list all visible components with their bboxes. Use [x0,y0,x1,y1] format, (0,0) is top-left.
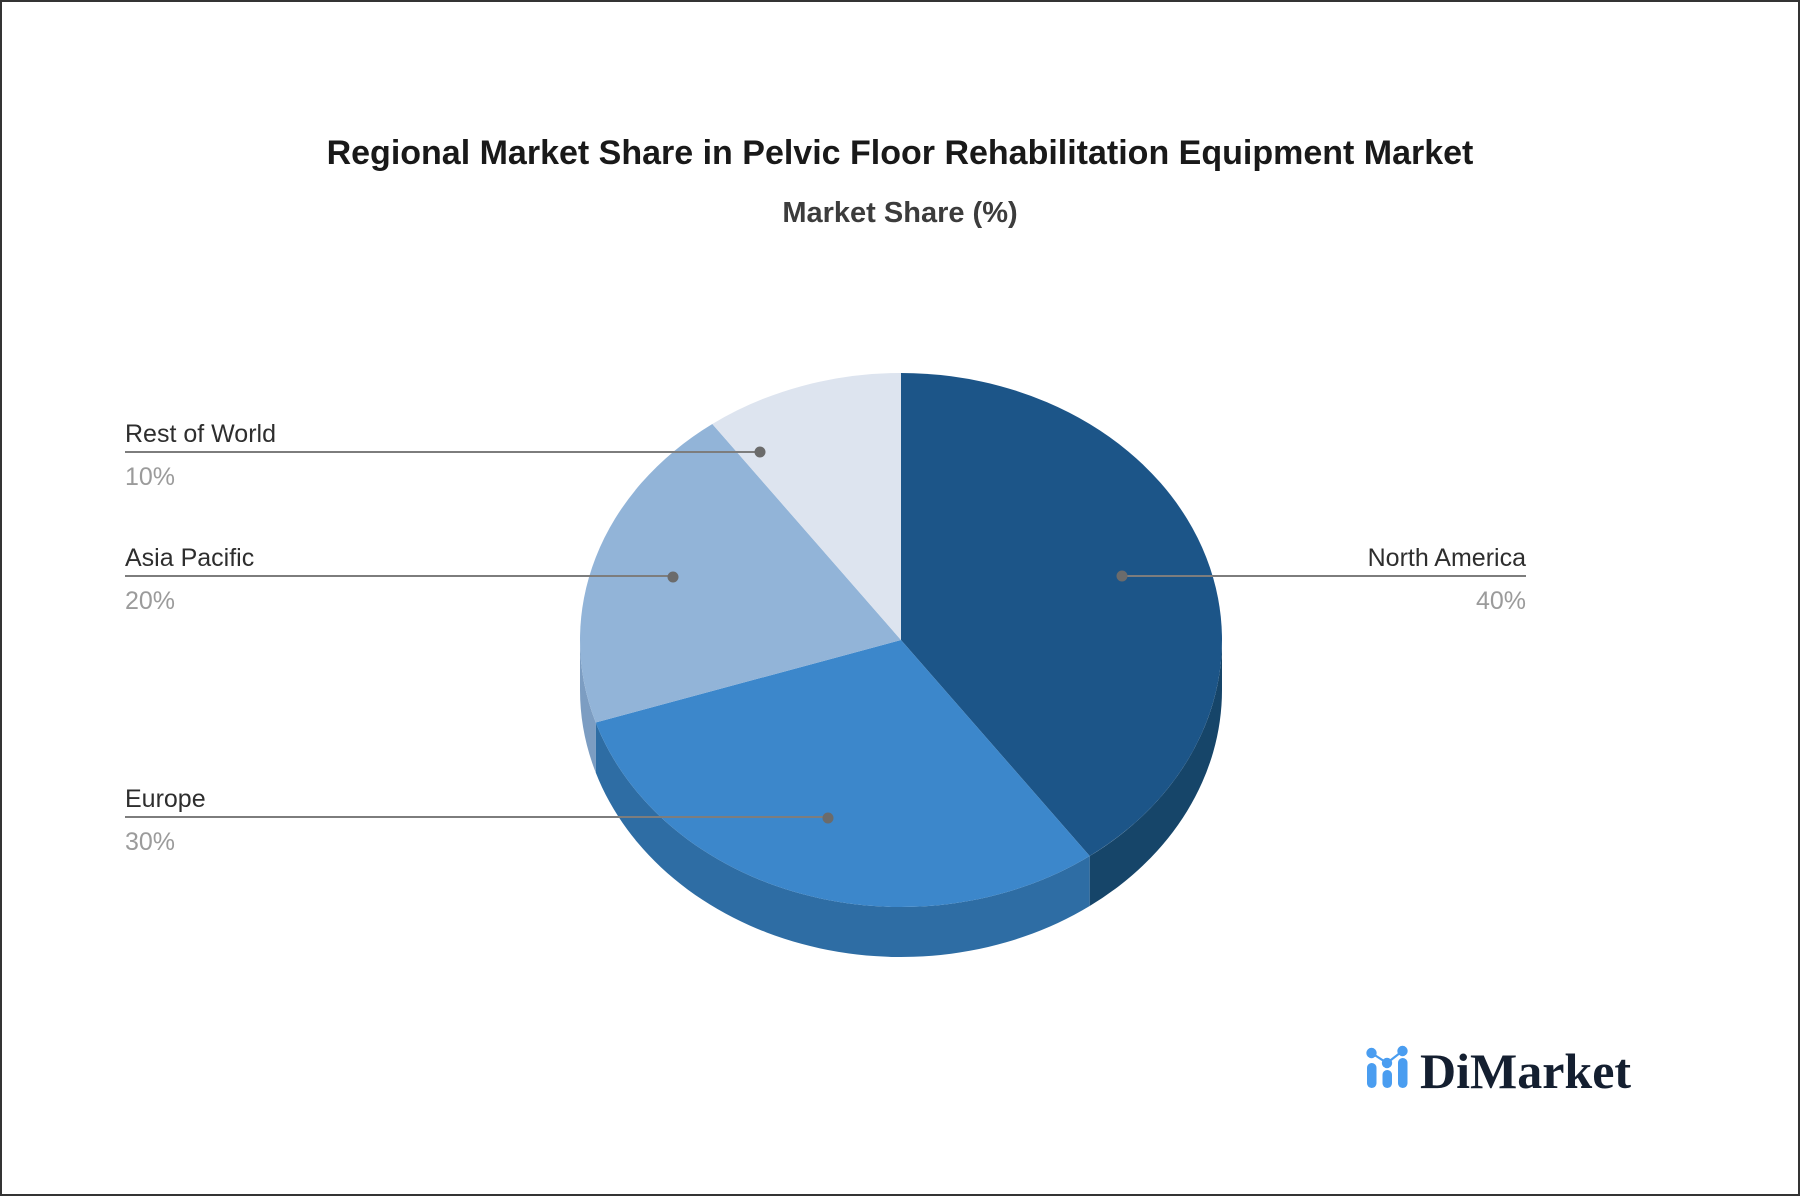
pie-slice-side-asia-pacific [580,640,596,773]
slice-percent-rest-of-world: 10% [125,463,175,491]
slice-percent-europe: 30% [125,828,175,856]
slice-percent-asia-pacific: 20% [125,587,175,615]
pie-slice-asia-pacific[interactable] [579,423,901,723]
leader-dot-europe [822,812,834,824]
slice-percent-north-america: 40% [1476,587,1526,615]
pie-slice-north-america[interactable] [901,373,1222,857]
dimarket-logo[interactable]: DiMarket [1366,1043,1631,1099]
pie-chart [579,373,1222,957]
logo-trend-dot [1366,1047,1377,1059]
leader-dot-north-america [1116,570,1128,582]
pie-slice-rest-of-world[interactable] [712,373,901,640]
chart-subtitle: Market Share (%) [782,197,1017,229]
pie-labels: North America 40% Europe 30% Asia Pacific 20%… [125,420,1526,856]
leader-dot-asia-pacific [667,571,679,583]
logo-trend-dot [1397,1045,1408,1057]
bar-chart-icon [1366,1045,1408,1088]
logo-trend-dot [1381,1057,1393,1069]
slice-label-rest-of-world: Rest of World [125,420,276,448]
logo-text: DiMarket [1420,1043,1631,1099]
chart-title: Regional Market Share in Pelvic Floor Re… [327,134,1474,172]
logo-bar [1382,1070,1392,1088]
slice-label-north-america: North America [1368,544,1526,572]
leader-dot-rest-of-world [754,446,766,458]
logo-bar [1367,1063,1377,1088]
pie-slice-europe[interactable] [595,640,1090,907]
slice-label-asia-pacific: Asia Pacific [125,544,254,572]
pie-slice-side-europe [595,722,1090,957]
logo-bar [1398,1058,1408,1088]
pie-slice-side-north-america [1089,640,1222,907]
slice-label-europe: Europe [125,785,206,813]
